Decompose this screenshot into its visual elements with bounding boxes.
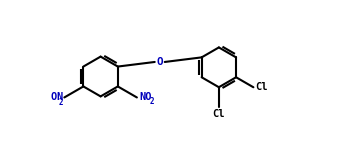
Text: 2: 2 — [59, 98, 63, 107]
Text: Cl: Cl — [256, 82, 268, 92]
Text: 2: 2 — [150, 97, 155, 106]
Text: O: O — [50, 92, 56, 103]
Text: NO: NO — [139, 92, 151, 103]
Text: Cl: Cl — [213, 109, 225, 119]
Text: N: N — [56, 92, 62, 103]
Text: O: O — [156, 57, 163, 67]
